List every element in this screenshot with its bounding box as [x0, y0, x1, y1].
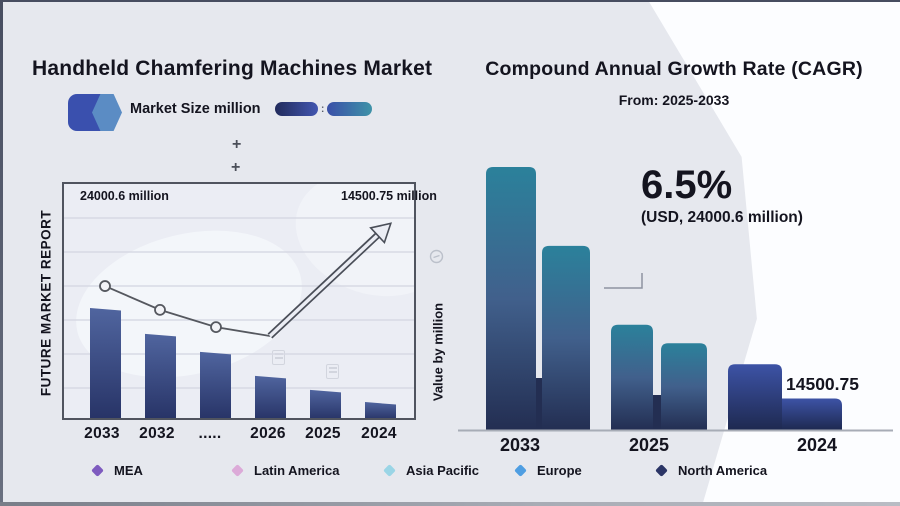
ratio-pills: :: [275, 102, 373, 116]
legend-label: Latin America: [254, 463, 340, 478]
cagr-bar: [542, 245, 590, 430]
legend-label: Europe: [537, 463, 582, 478]
ratio-separator: :: [321, 103, 325, 115]
future-market-report-watermark: FUTURE MARKET REPORT: [38, 209, 54, 397]
cagr-bar: [782, 398, 842, 430]
x-axis-labels: 2033 2032 ..... 2026 2025 2024: [62, 425, 416, 443]
x-label: 2025: [305, 425, 341, 442]
cagr-bar: [661, 343, 707, 430]
x-label: 2025: [628, 435, 670, 455]
document-watermark-icon: [326, 364, 339, 379]
bar-2026: [255, 375, 286, 418]
cagr-bar: [728, 364, 782, 430]
trend-marker: [210, 321, 222, 334]
x-label: .....: [198, 425, 222, 442]
market-size-label: Market Size million: [130, 101, 261, 117]
x-label: 2026: [250, 425, 286, 442]
cagr-bar: [611, 324, 653, 430]
x-label: 2032: [139, 425, 175, 442]
cagr-subtitle: From: 2025-2033: [618, 92, 730, 108]
x-label: 2024: [796, 435, 838, 455]
legend-diamond: [91, 464, 104, 477]
ratio-pill-right: [327, 102, 373, 116]
plus-mark: +: [231, 159, 241, 176]
page-title: Handheld Chamfering Machines Market: [32, 57, 433, 80]
value-callout: 14500.75: [786, 374, 859, 394]
legend-label: MEA: [114, 463, 143, 478]
cagr-chart-svg: [458, 167, 893, 432]
trend-line: [104, 285, 271, 337]
cagr-bar: [486, 167, 536, 430]
legend-diamond: [655, 464, 668, 477]
bar-2032: [145, 333, 176, 418]
legend-label: Asia Pacific: [406, 463, 479, 478]
bar-2025: [310, 389, 341, 418]
start-value-label: 24000.6 million: [80, 189, 169, 203]
legend-diamond: [383, 464, 396, 477]
legend-item: Europe: [514, 463, 582, 478]
cagr-value: 6.5%: [641, 163, 733, 207]
bar-.....: [200, 351, 231, 418]
legend-label: North America: [678, 463, 768, 478]
frame-border-top: [0, 0, 900, 2]
plus-mark: +: [232, 136, 242, 153]
cagr-basis: (USD, 24000.6 million): [641, 209, 803, 226]
frame-border-bottom: [0, 502, 900, 506]
x-label: 2033: [499, 435, 541, 455]
frame-border-left: [0, 0, 3, 506]
cagr-x-axis-labels: 2033 2025 2024: [455, 435, 897, 455]
step-decoration: [604, 273, 643, 289]
ratio-pill-left: [275, 102, 318, 116]
legend-item: North America: [655, 463, 768, 478]
legend-diamond: [514, 464, 527, 477]
cagr-header: Compound Annual Growth Rate (CAGR) From:…: [458, 58, 890, 108]
legend-item: Asia Pacific: [383, 463, 479, 478]
legend-item: MEA: [91, 463, 143, 478]
cagr-title: Compound Annual Growth Rate (CAGR): [485, 58, 863, 80]
circle-minus-icon: [429, 249, 444, 264]
trend-marker: [99, 280, 111, 292]
trend-marker: [154, 303, 166, 316]
y-axis-label: Value by million: [430, 302, 446, 402]
bar-2024: [365, 402, 396, 418]
end-value-label: 14500.75 million: [341, 189, 437, 203]
growth-arrowhead: [369, 222, 393, 245]
bar-2033: [90, 308, 121, 418]
market-size-chart: [62, 182, 416, 420]
market-size-chart-svg: [64, 217, 414, 418]
region-legend: MEA Latin America Asia Pacific Europe No…: [0, 463, 900, 487]
x-label: 2033: [84, 425, 120, 442]
market-size-icon: [68, 94, 122, 131]
x-label: 2024: [361, 425, 397, 442]
legend-diamond: [231, 464, 244, 477]
legend-item: Latin America: [231, 463, 340, 478]
